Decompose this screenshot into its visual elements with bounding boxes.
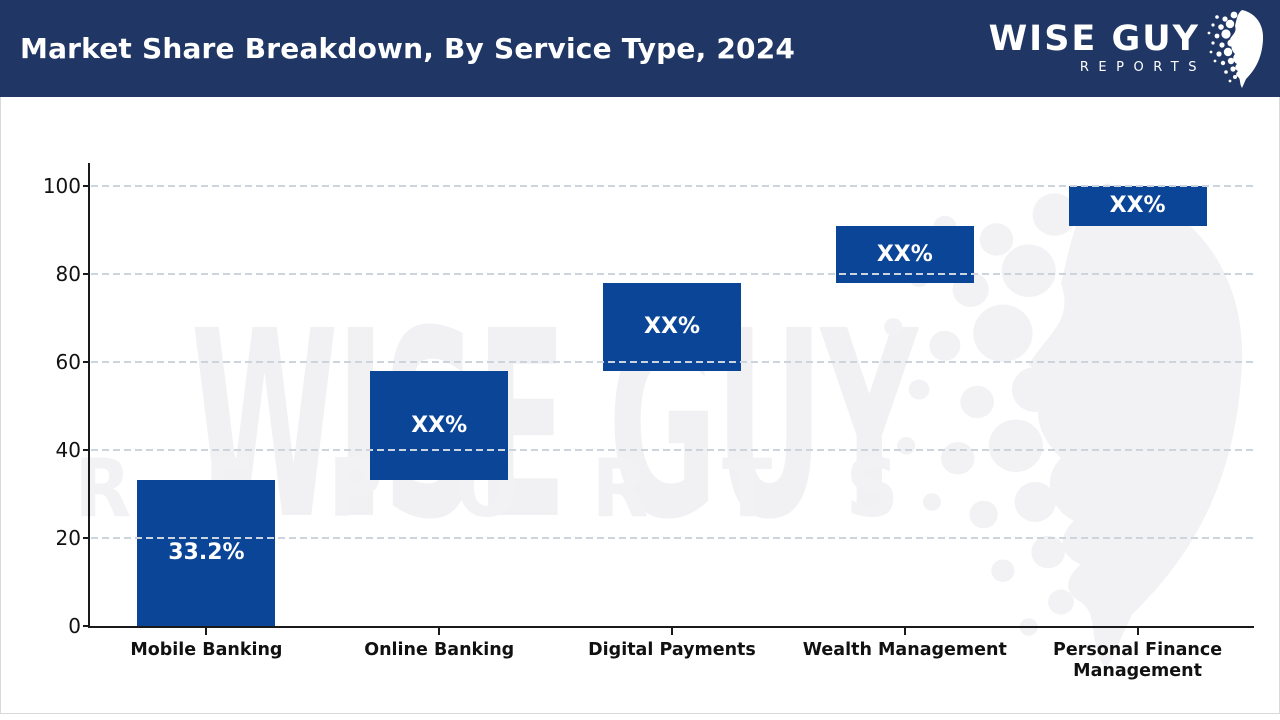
x-category-label-text: Mobile Banking: [130, 640, 283, 660]
x-category-label: Online Banking: [323, 640, 556, 661]
head-profile-dots-icon: [1207, 9, 1264, 88]
y-tick-mark: [83, 273, 90, 275]
y-tick-mark: [83, 537, 90, 539]
gridline-y-60: [91, 361, 1254, 363]
x-category-label-text: Digital Payments: [588, 640, 756, 660]
x-category-label-text: Personal Finance Management: [1053, 640, 1223, 681]
x-category-label: Wealth Management: [788, 640, 1021, 661]
header-bar: Market Share Breakdown, By Service Type,…: [0, 0, 1280, 97]
gridline-y-40: [91, 449, 1254, 451]
y-tick-mark: [83, 185, 90, 187]
x-category-label: Digital Payments: [556, 640, 789, 661]
brand-subname: REPORTS: [1079, 60, 1206, 75]
y-tick-label: 100: [42, 174, 81, 198]
x-tick-mark: [438, 628, 441, 635]
gridline-y-80: [91, 273, 1254, 275]
brand-name: WISE GUY: [988, 19, 1200, 59]
bar-value-label: XX%: [1109, 193, 1166, 219]
gridline-y-20: [91, 537, 1254, 539]
chart-title: Market Share Breakdown, By Service Type,…: [20, 32, 796, 65]
bar-value-label: XX%: [876, 241, 933, 267]
y-tick-label: 0: [68, 614, 81, 638]
waterfall-bar-1: 33.2%: [137, 479, 276, 626]
y-tick-label: 20: [55, 526, 81, 550]
y-tick-mark: [83, 625, 90, 627]
y-tick-mark: [83, 361, 90, 363]
bar-value-label: 33.2%: [168, 540, 245, 566]
x-tick-mark: [903, 628, 906, 635]
x-category-label-text: Wealth Management: [802, 640, 1007, 660]
y-axis-spine: [88, 163, 90, 628]
x-tick-mark: [1136, 628, 1139, 635]
bar-value-label: XX%: [644, 314, 700, 340]
x-category-label-text: Online Banking: [364, 640, 515, 660]
x-tick-mark: [671, 628, 673, 635]
waterfall-bar-5: XX%: [1068, 186, 1207, 226]
bar-value-label: XX%: [411, 412, 468, 438]
x-category-label: Mobile Banking: [90, 640, 323, 661]
bottom-divider: [0, 713, 1280, 714]
brand-logo-text: WISE GUY REPORTS: [988, 19, 1200, 76]
chart-area: WISE GUY R E P O R T S 0 20 40 60 80 100 33.2%…: [0, 97, 1280, 714]
y-tick-label: 40: [55, 438, 81, 462]
y-tick-label: 80: [55, 262, 81, 286]
waterfall-bar-3: XX%: [603, 282, 741, 371]
x-category-label: Personal Finance Management: [1021, 640, 1254, 682]
y-tick-mark: [83, 449, 90, 451]
waterfall-bar-2: XX%: [370, 370, 509, 480]
x-tick-mark: [205, 628, 208, 635]
brand-logo: WISE GUY REPORTS: [989, 9, 1280, 89]
y-tick-label: 60: [55, 350, 81, 374]
x-axis-spine: [88, 626, 1254, 628]
gridline-y-100: [91, 185, 1254, 187]
